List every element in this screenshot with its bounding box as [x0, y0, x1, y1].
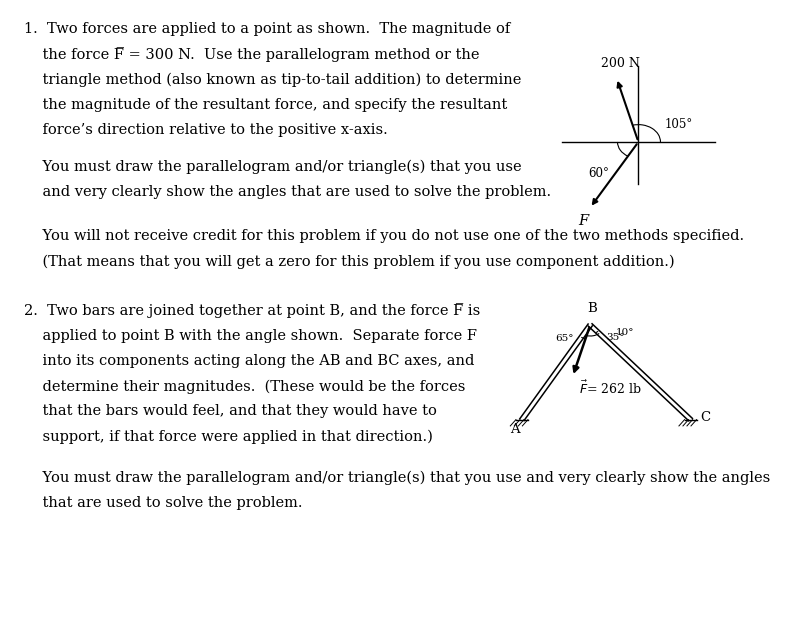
Text: triangle method (also known as tip-to-tail addition) to determine: triangle method (also known as tip-to-ta… [24, 73, 520, 87]
Text: support, if that force were applied in that direction.): support, if that force were applied in t… [24, 430, 432, 444]
Text: 10°: 10° [615, 328, 634, 337]
Text: $\vec{F}$= 262 lb: $\vec{F}$= 262 lb [578, 380, 641, 397]
Text: applied to point B with the angle shown.  Separate force F: applied to point B with the angle shown.… [24, 329, 476, 343]
Text: that are used to solve the problem.: that are used to solve the problem. [24, 496, 302, 510]
Text: You will not receive credit for this problem if you do not use one of the two me: You will not receive credit for this pro… [24, 229, 743, 243]
Text: force’s direction relative to the positive x-axis.: force’s direction relative to the positi… [24, 123, 387, 137]
Text: 200 N: 200 N [601, 57, 639, 70]
Text: 105°: 105° [664, 117, 692, 131]
Text: and very clearly show the angles that are used to solve the problem.: and very clearly show the angles that ar… [24, 185, 550, 199]
Text: B: B [586, 302, 596, 316]
Text: into its components acting along the AB and BC axes, and: into its components acting along the AB … [24, 354, 474, 368]
Text: C: C [699, 411, 710, 424]
Text: A: A [509, 423, 519, 436]
Text: 35°: 35° [606, 333, 624, 341]
Text: 60°: 60° [587, 167, 608, 180]
Text: You must draw the parallelogram and/or triangle(s) that you use: You must draw the parallelogram and/or t… [24, 160, 521, 174]
Text: the force F̅ = 300 N.  Use the parallelogram method or the: the force F̅ = 300 N. Use the parallelog… [24, 47, 479, 62]
Text: 65°: 65° [555, 334, 573, 343]
Text: (That means that you will get a zero for this problem if you use component addit: (That means that you will get a zero for… [24, 254, 674, 269]
Text: F: F [577, 215, 588, 228]
Text: 1.  Two forces are applied to a point as shown.  The magnitude of: 1. Two forces are applied to a point as … [24, 22, 510, 36]
Text: that the bars would feel, and that they would have to: that the bars would feel, and that they … [24, 404, 436, 418]
Text: 2.  Two bars are joined together at point B, and the force F̅ is: 2. Two bars are joined together at point… [24, 304, 480, 319]
Text: You must draw the parallelogram and/or triangle(s) that you use and very clearly: You must draw the parallelogram and/or t… [24, 471, 769, 485]
Text: the magnitude of the resultant force, and specify the resultant: the magnitude of the resultant force, an… [24, 98, 507, 112]
Text: determine their magnitudes.  (These would be the forces: determine their magnitudes. (These would… [24, 379, 465, 394]
